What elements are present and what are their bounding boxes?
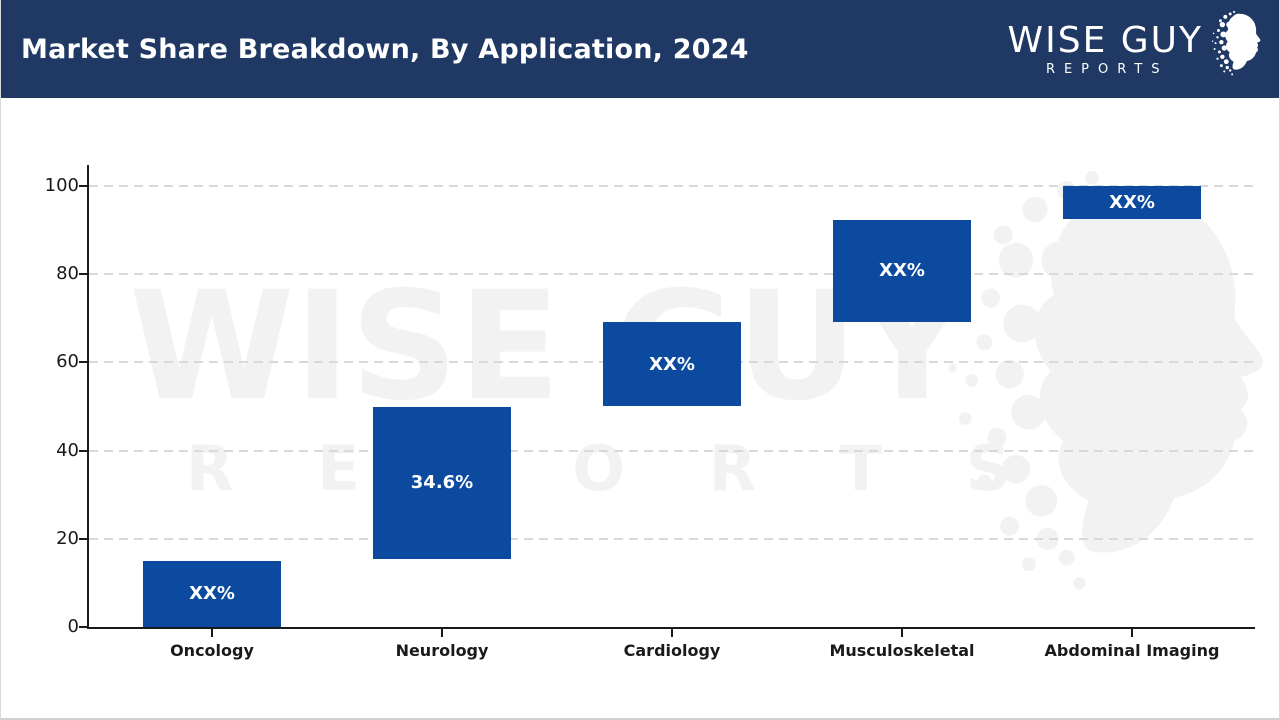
x-axis-label-neurology: Neurology xyxy=(395,641,489,660)
y-axis-tick xyxy=(79,449,87,452)
x-axis-label-cardiology: Cardiology xyxy=(623,641,721,660)
bar-value-label: XX% xyxy=(1109,192,1155,214)
bar-oncology: XX% xyxy=(143,560,281,627)
y-axis-tick xyxy=(79,537,87,540)
gridline xyxy=(89,273,1255,276)
bar-cardiology: XX% xyxy=(603,321,741,407)
x-axis-label-oncology: Oncology xyxy=(170,641,254,660)
bar-value-label: XX% xyxy=(189,583,235,605)
x-axis-tick xyxy=(1131,629,1133,637)
x-axis-tick xyxy=(441,629,443,637)
gridline xyxy=(89,537,1255,540)
y-axis-tick-label: 0 xyxy=(67,616,79,637)
bar-abdominal-imaging: XX% xyxy=(1063,186,1201,220)
watermark-head-icon xyxy=(948,170,1263,590)
gridline xyxy=(89,185,1255,187)
y-axis-line xyxy=(87,165,89,629)
bar-neurology: 34.6% xyxy=(373,406,511,560)
x-axis-label-musculoskeletal: Musculoskeletal xyxy=(829,641,975,660)
logo-head-icon xyxy=(1211,10,1261,76)
y-axis-tick-label: 60 xyxy=(56,351,79,373)
y-axis-tick xyxy=(79,361,87,364)
bar-value-label: XX% xyxy=(649,353,695,375)
bar-value-label: 34.6% xyxy=(410,472,474,494)
header-bar: Market Share Breakdown, By Application, … xyxy=(1,0,1279,98)
watermark-text-line2: R E P O R T S xyxy=(186,432,1042,505)
logo-subtitle: REPORTS xyxy=(1045,61,1169,77)
logo-text: WISE GUY REPORTS xyxy=(1007,19,1204,77)
y-axis-tick xyxy=(79,273,87,276)
bar-value-label: XX% xyxy=(879,260,925,282)
x-axis-tick xyxy=(901,629,903,637)
y-axis-tick xyxy=(79,185,87,187)
x-axis-label-abdominal-imaging: Abdominal Imaging xyxy=(1044,641,1220,660)
logo-wordmark: WISE GUY xyxy=(1007,19,1203,61)
y-axis-tick-label: 80 xyxy=(56,263,79,285)
x-axis-tick xyxy=(211,629,213,637)
y-axis-tick xyxy=(79,626,87,628)
y-axis-tick-label: 100 xyxy=(44,175,79,196)
y-axis-tick-label: 40 xyxy=(56,439,79,461)
gridline xyxy=(89,449,1255,452)
x-axis-line xyxy=(87,627,1255,629)
y-axis-tick-label: 20 xyxy=(56,527,79,549)
bar-musculoskeletal: XX% xyxy=(833,219,971,322)
wiseguy-logo: WISE GUY REPORTS xyxy=(1008,10,1268,88)
x-axis-tick xyxy=(671,629,673,637)
page-title: Market Share Breakdown, By Application, … xyxy=(21,33,749,65)
watermark-text-line1: WISE GUY xyxy=(129,260,967,434)
